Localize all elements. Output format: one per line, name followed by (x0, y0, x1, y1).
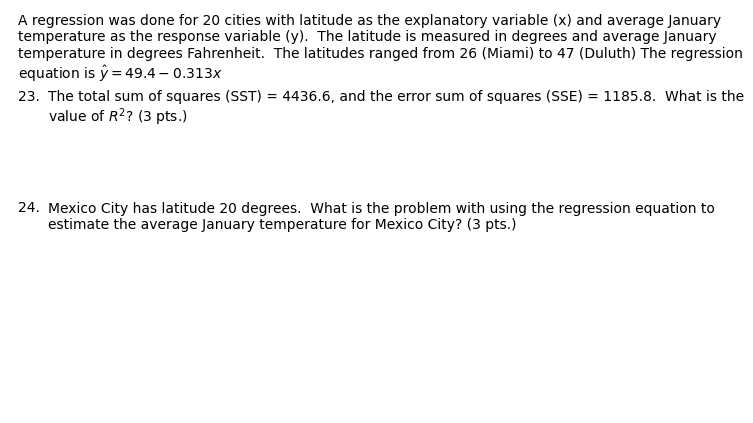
Text: 23.: 23. (18, 90, 40, 104)
Text: temperature in degrees Fahrenheit.  The latitudes ranged from 26 (Miami) to 47 (: temperature in degrees Fahrenheit. The l… (18, 47, 743, 61)
Text: equation is $\hat{y} = 49.4 - 0.313x$: equation is $\hat{y} = 49.4 - 0.313x$ (18, 63, 222, 84)
Text: estimate the average January temperature for Mexico City? (3 pts.): estimate the average January temperature… (48, 218, 517, 232)
Text: A regression was done for 20 cities with latitude as the explanatory variable (x: A regression was done for 20 cities with… (18, 14, 721, 28)
Text: 24.: 24. (18, 201, 40, 215)
Text: Mexico City has latitude 20 degrees.  What is the problem with using the regress: Mexico City has latitude 20 degrees. Wha… (48, 201, 715, 215)
Text: temperature as the response variable (y).  The latitude is measured in degrees a: temperature as the response variable (y)… (18, 30, 717, 44)
Text: value of $R^{2}$? (3 pts.): value of $R^{2}$? (3 pts.) (48, 107, 187, 128)
Text: The total sum of squares (SST) = 4436.6, and the error sum of squares (SSE) = 11: The total sum of squares (SST) = 4436.6,… (48, 90, 744, 104)
